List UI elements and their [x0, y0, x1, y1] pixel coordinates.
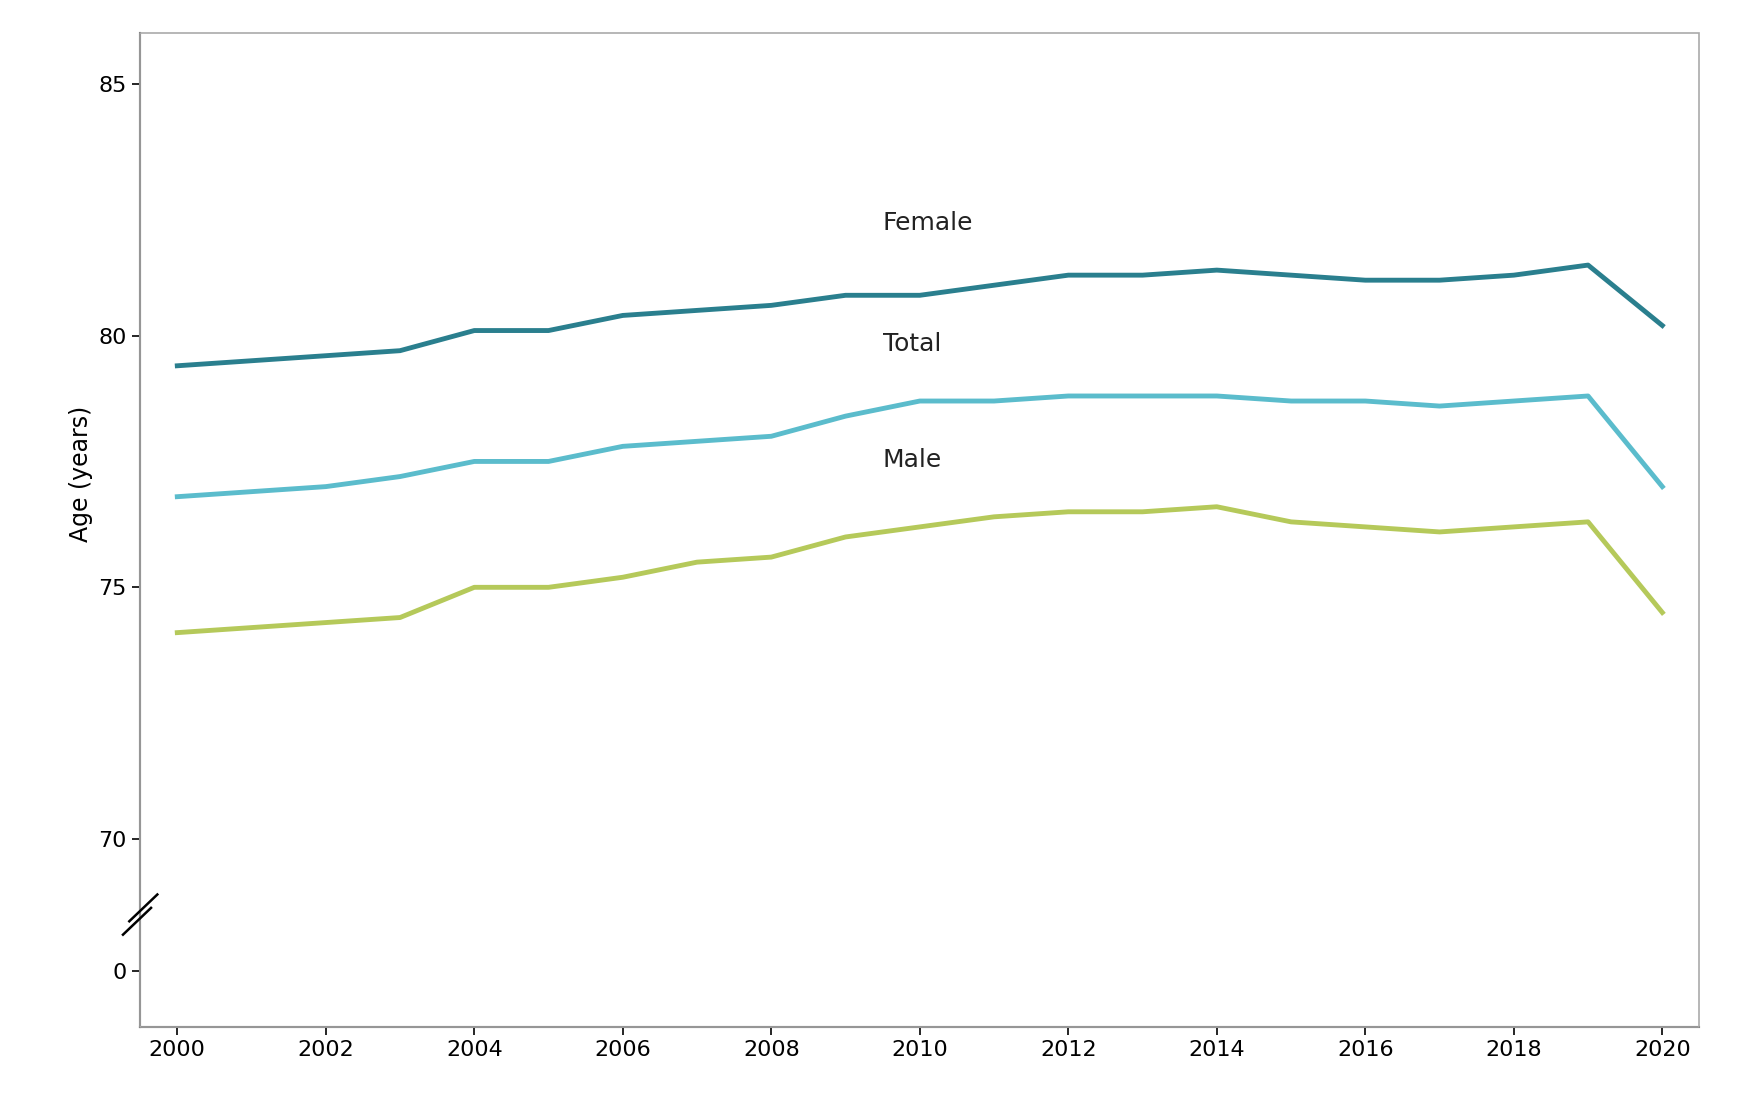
Y-axis label: Age (years): Age (years) — [68, 406, 93, 542]
Text: Female: Female — [883, 211, 972, 234]
Text: Total: Total — [883, 331, 941, 356]
Text: Male: Male — [883, 448, 943, 472]
